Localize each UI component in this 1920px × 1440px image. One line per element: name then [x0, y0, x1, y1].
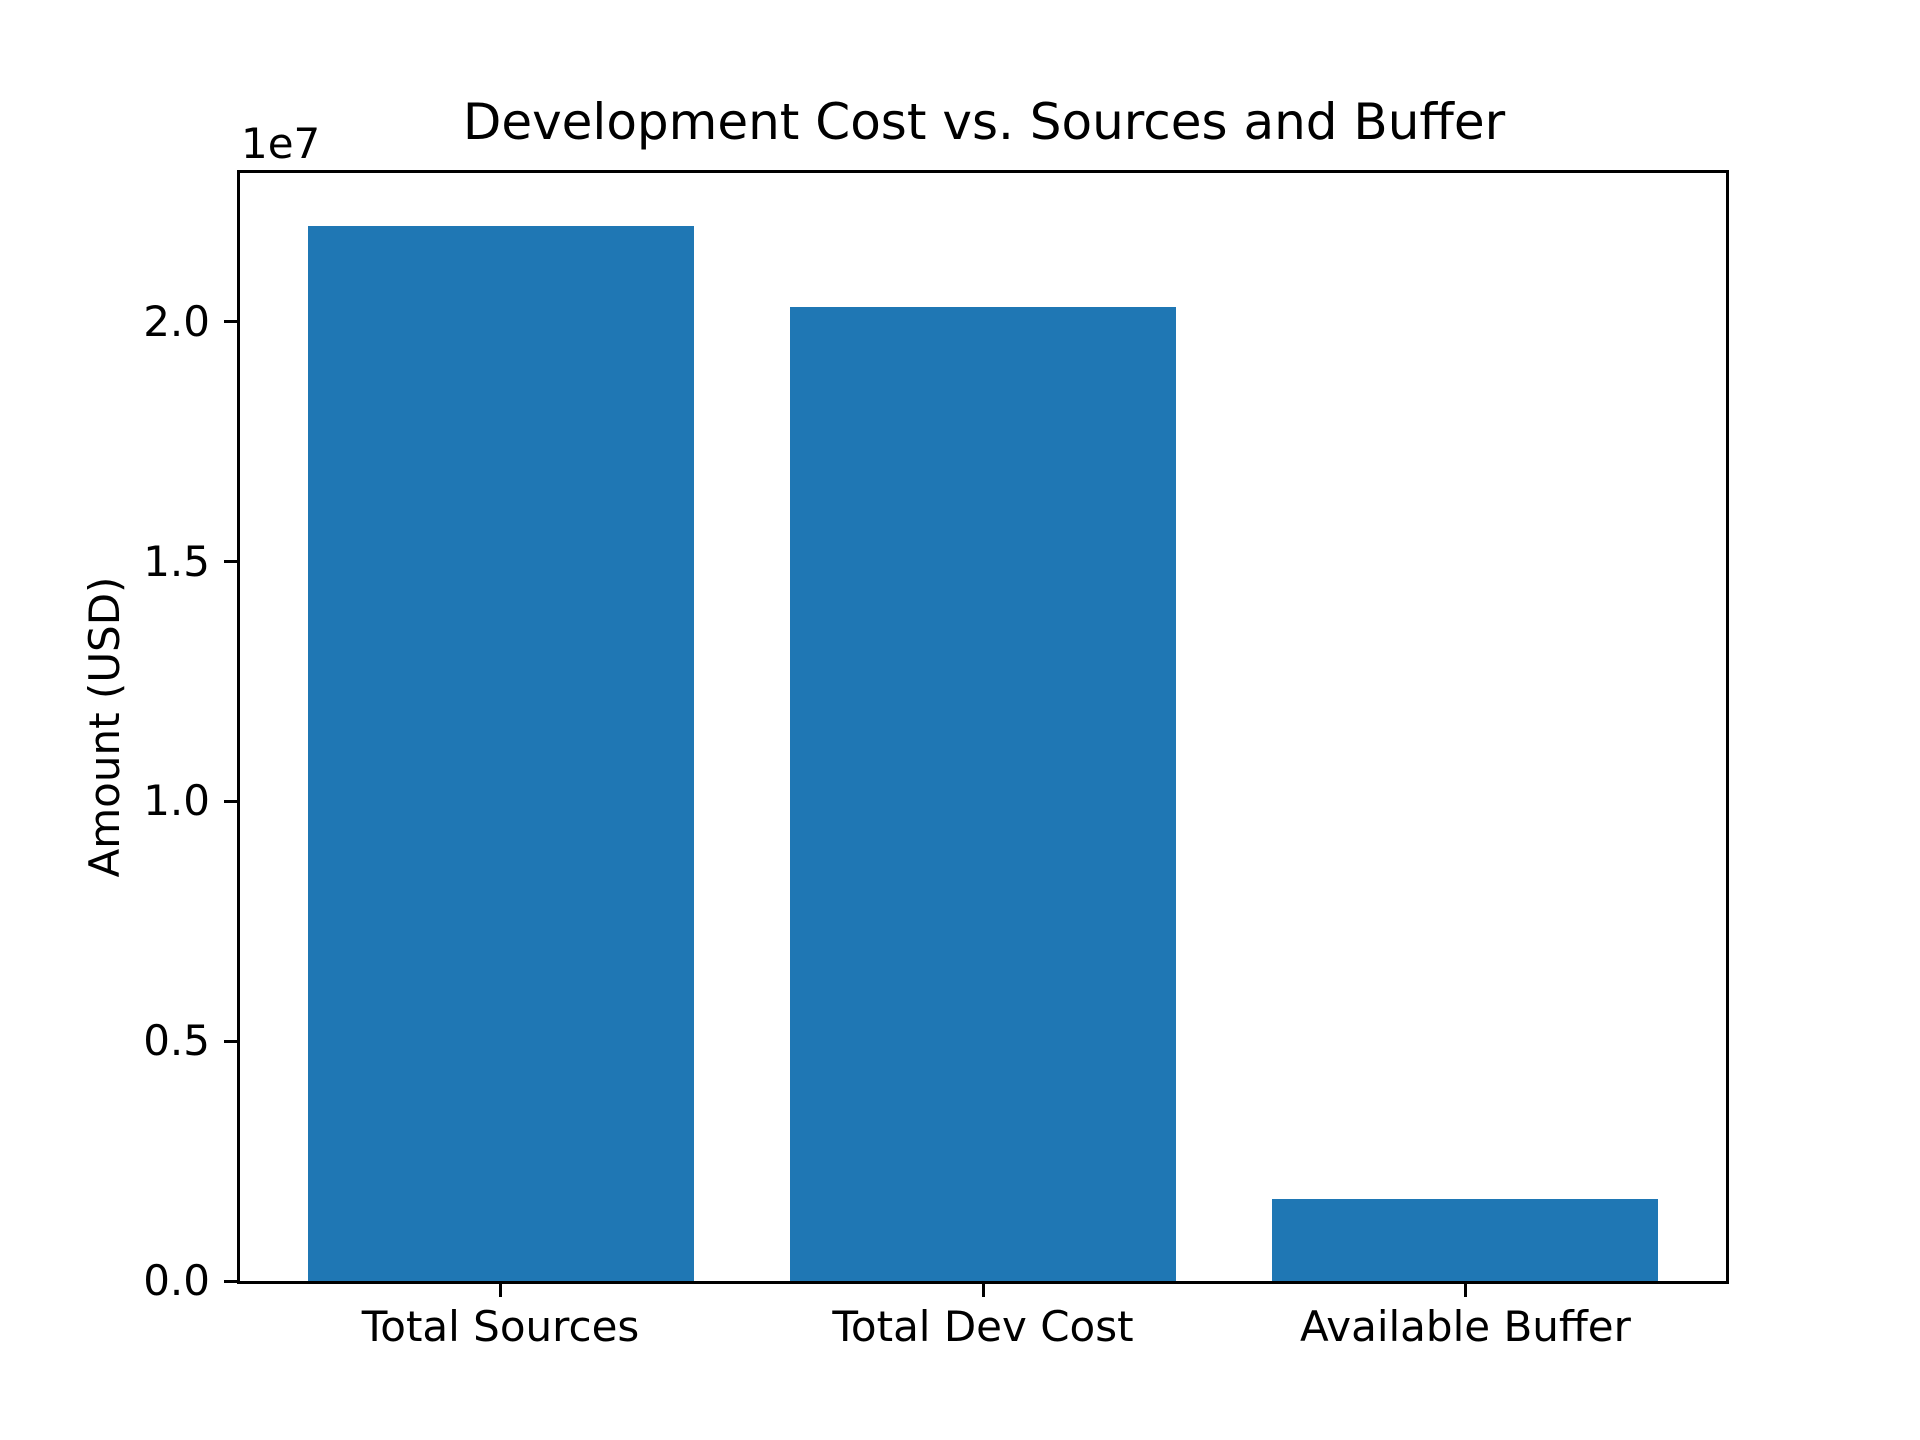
y-tick-mark [224, 560, 239, 564]
bar-total-sources [307, 225, 694, 1281]
plot-area [237, 170, 1729, 1284]
y-tick-label: 0.0 [143, 1256, 210, 1305]
y-tick-label: 2.0 [143, 296, 210, 346]
y-axis-offset-text: 1e7 [241, 119, 321, 168]
x-tick-label: Total Dev Cost [832, 1302, 1134, 1351]
y-tick-label: 1.0 [143, 776, 210, 826]
bar-total-dev-cost [790, 307, 1176, 1281]
y-tick-mark [224, 1039, 239, 1043]
x-tick-label: Available Buffer [1299, 1302, 1631, 1351]
y-tick-label: 1.5 [143, 536, 210, 586]
x-tick-mark [1463, 1282, 1467, 1297]
bar-available-buffer [1272, 1199, 1659, 1281]
x-tick-label: Total Sources [361, 1302, 640, 1351]
x-tick-mark [981, 1282, 985, 1297]
x-tick-mark [499, 1282, 503, 1297]
y-tick-label: 0.5 [143, 1016, 210, 1066]
chart-title: Development Cost vs. Sources and Buffer [462, 93, 1506, 151]
y-tick-mark [224, 320, 239, 324]
y-tick-mark [224, 1279, 239, 1283]
y-tick-mark [224, 799, 239, 803]
